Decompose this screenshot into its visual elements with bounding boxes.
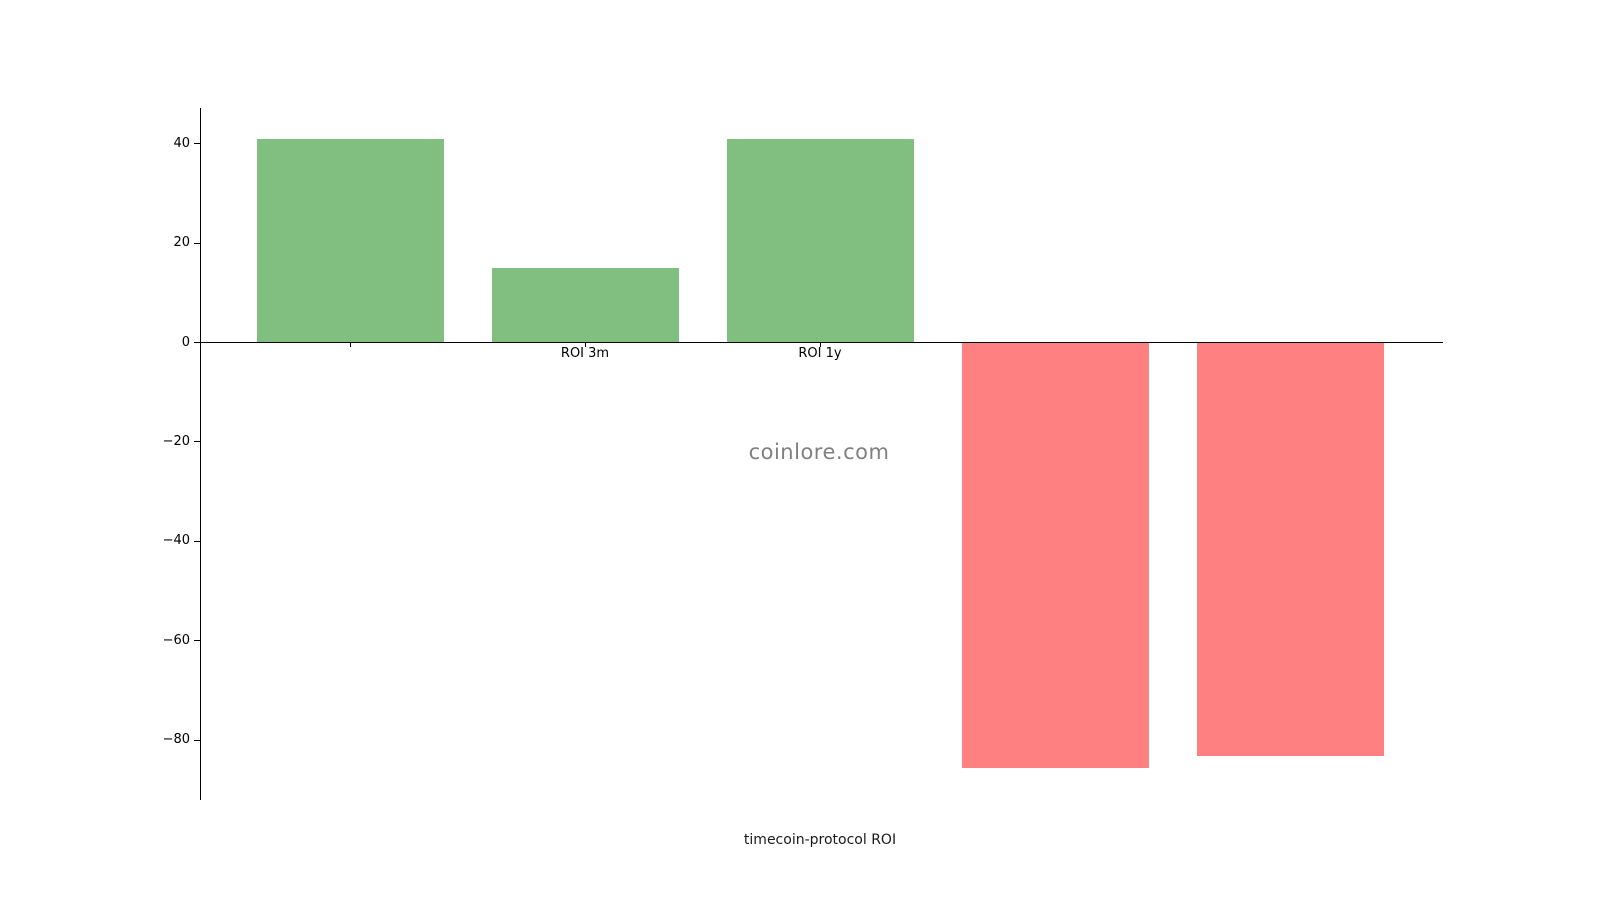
y-tick-label: −40 <box>162 533 190 549</box>
y-tick <box>194 540 200 542</box>
y-tick <box>194 640 200 642</box>
x-tick <box>349 343 351 347</box>
bar <box>491 267 679 343</box>
y-tick <box>194 143 200 145</box>
y-tick-label: −80 <box>162 732 190 748</box>
y-tick-label: −20 <box>162 433 190 449</box>
y-axis-spine <box>200 107 201 800</box>
watermark: coinlore.com <box>748 440 890 464</box>
x-tick-label: ROI 1y <box>798 346 842 361</box>
bar <box>1196 343 1384 756</box>
bar <box>256 138 444 343</box>
y-tick <box>194 342 200 343</box>
x-tick <box>819 343 821 347</box>
y-tick-label: 20 <box>173 235 190 251</box>
bar <box>726 138 914 343</box>
x-axis-line <box>200 342 1443 343</box>
x-tick <box>584 343 586 347</box>
y-tick-label: 40 <box>173 135 190 151</box>
bar <box>961 343 1149 768</box>
y-tick <box>194 242 200 244</box>
y-tick <box>194 441 200 443</box>
chart-title: timecoin-protocol ROI <box>743 832 897 848</box>
y-tick-label: 0 <box>181 334 190 350</box>
y-tick-label: −60 <box>162 632 190 648</box>
x-tick-label: ROI 3m <box>560 346 610 361</box>
y-tick <box>194 739 200 741</box>
